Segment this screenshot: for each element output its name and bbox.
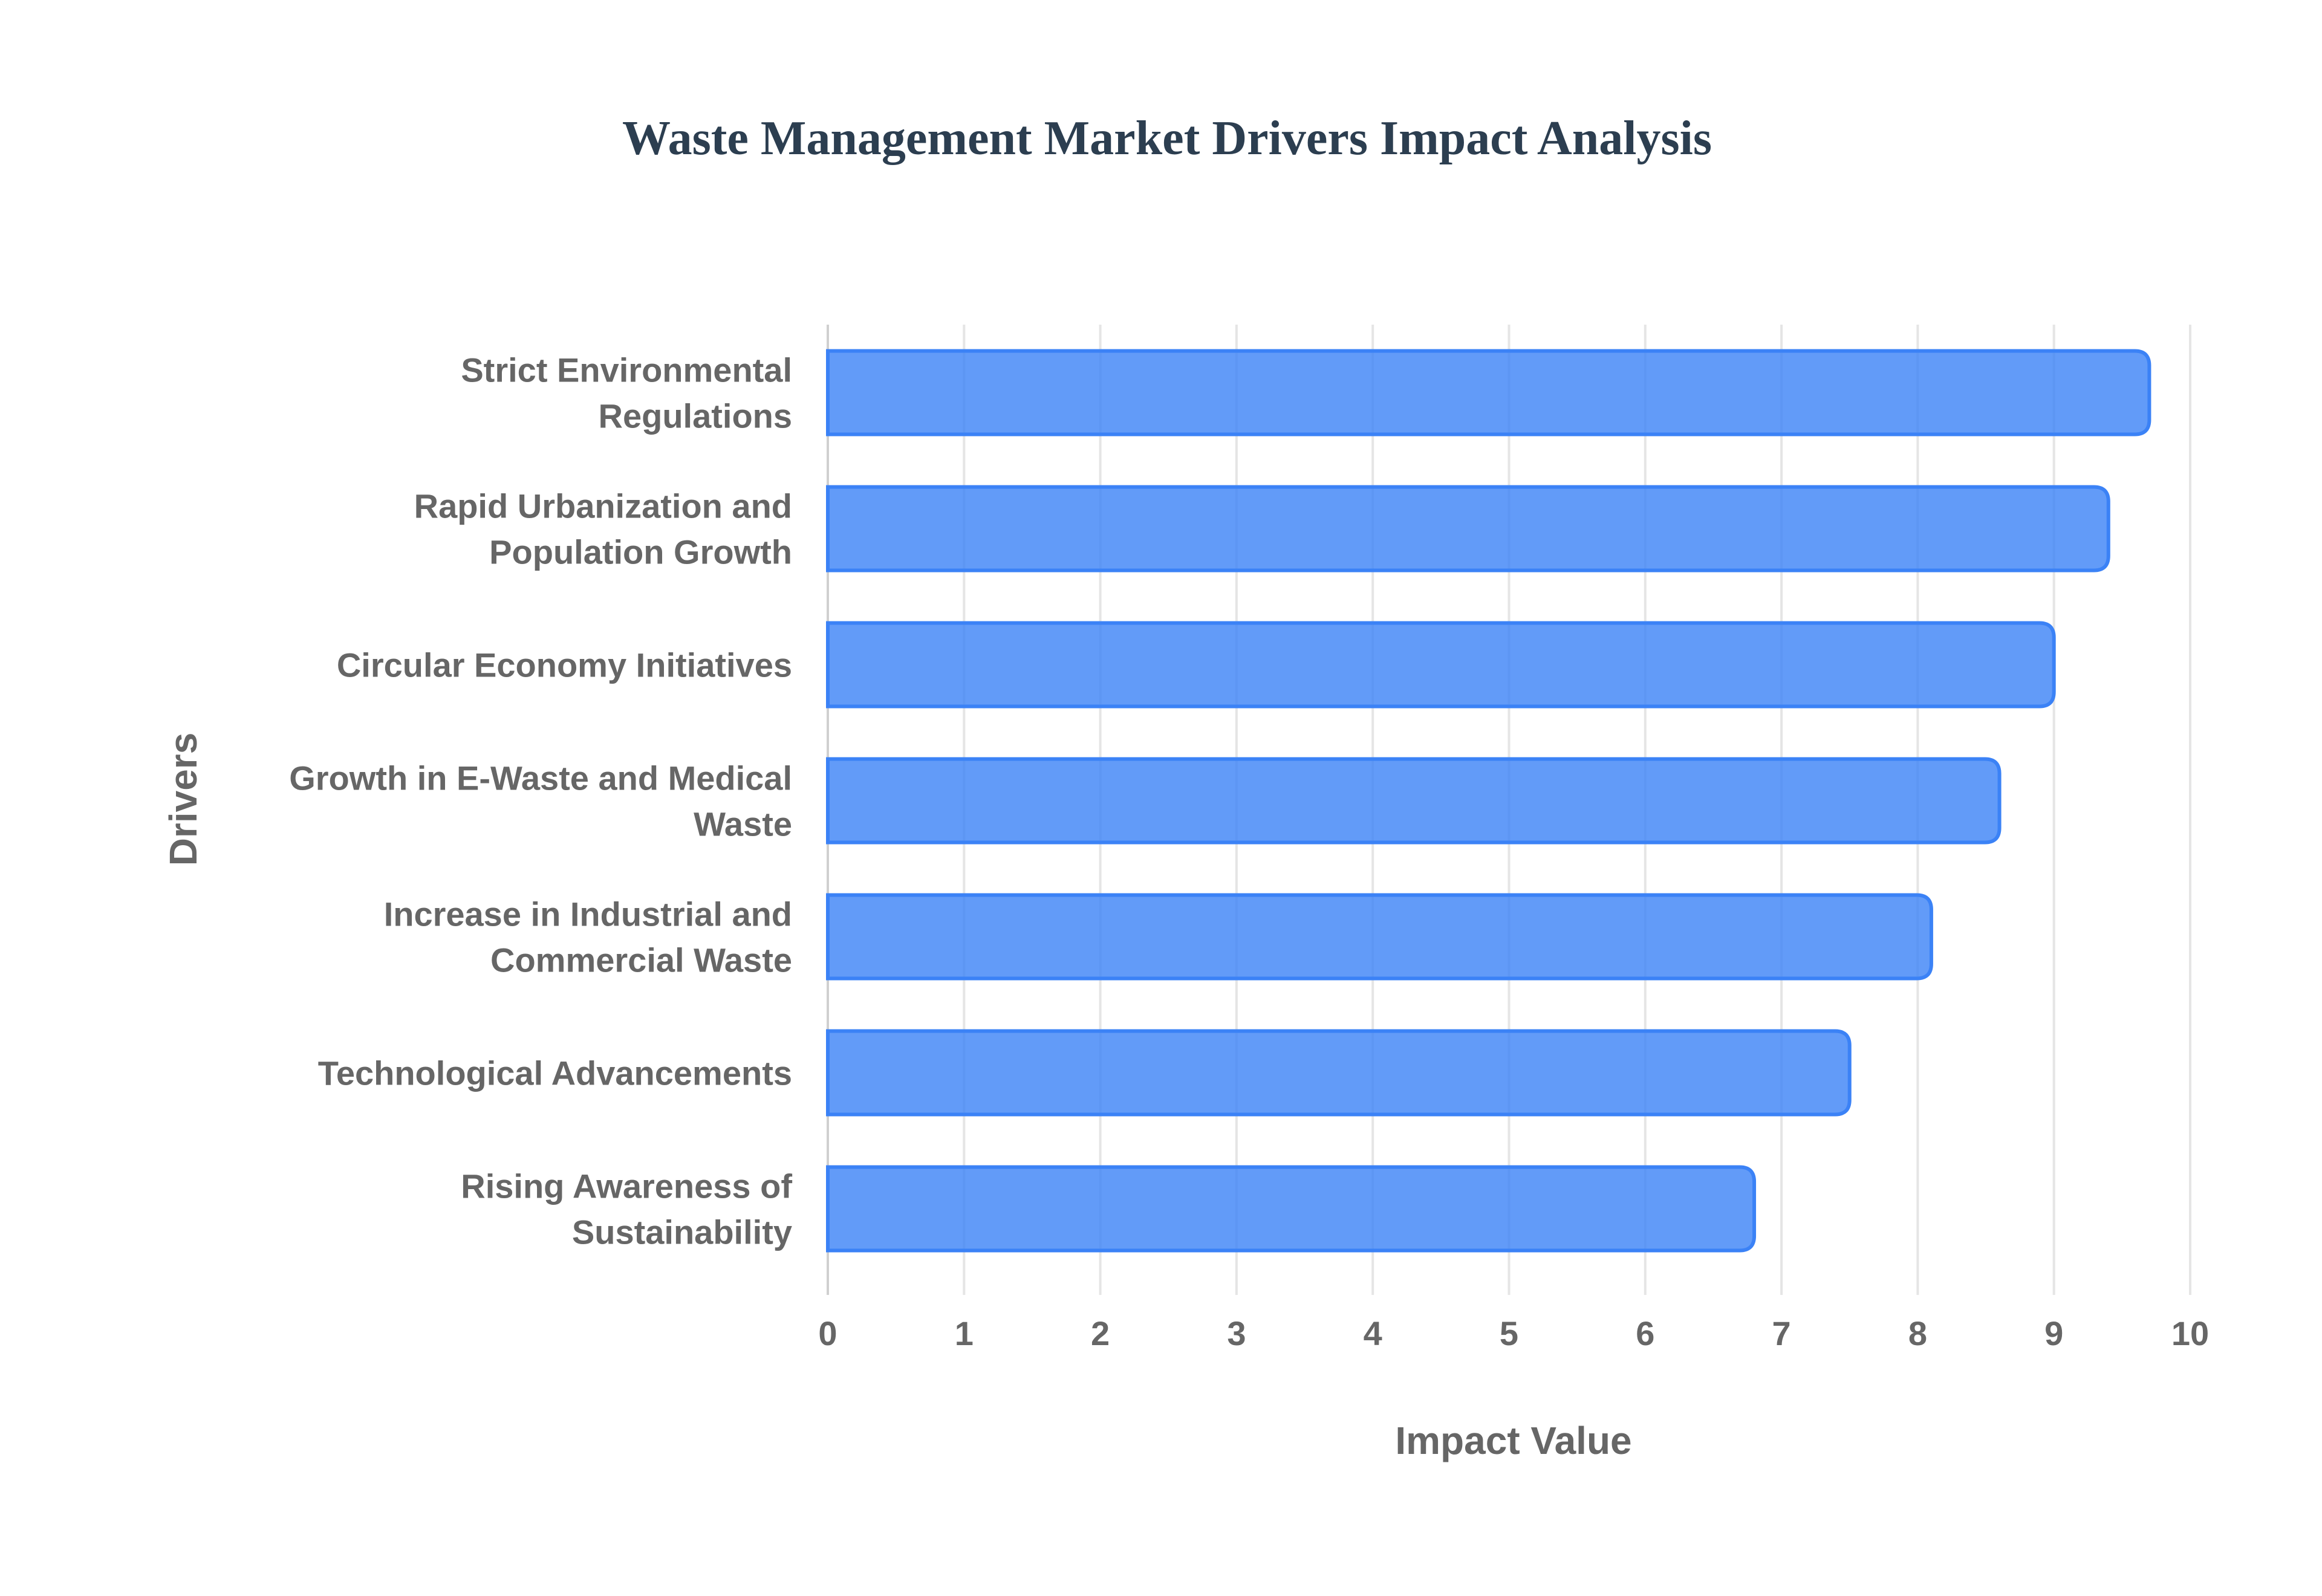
bar [826,1029,1852,1117]
category-label: Rapid Urbanization and Population Growth [414,487,792,571]
category-label-line: Increase in Industrial and [384,895,792,933]
x-tick-label: 0 [818,1314,837,1352]
bar [826,621,2056,709]
x-tick-label: 4 [1364,1314,1382,1352]
y-axis-title: Drivers [161,733,205,866]
bar [826,485,2110,573]
x-tick-label: 8 [1908,1314,1927,1352]
bars [826,349,2151,1253]
x-tick-label: 3 [1227,1314,1246,1352]
category-label-line: Rising Awareness of [461,1167,792,1205]
category-label-line: Sustainability [572,1213,792,1251]
x-tick-label: 6 [1636,1314,1654,1352]
category-label: Strict Environmental Regulations [461,351,792,435]
category-label: Rising Awareness of Sustainability [461,1167,792,1251]
category-label: Technological Advancements [318,1054,792,1092]
category-label-line: Population Growth [489,533,792,571]
chart-title: Waste Management Market Drivers Impact A… [622,112,1712,165]
category-label: Growth in E-Waste and Medical Waste [289,759,792,843]
x-axis-title: Impact Value [1395,1419,1631,1462]
x-tick-label: 10 [2171,1314,2209,1352]
x-tick-label: 7 [1772,1314,1791,1352]
x-tick-label: 5 [1500,1314,1518,1352]
category-label-line: Rapid Urbanization and [414,487,792,525]
x-tick-labels: 0 1 2 3 4 5 6 7 8 9 10 [818,1314,2209,1352]
category-label-line: Growth in E-Waste and Medical [289,759,792,797]
bar [826,349,2151,436]
category-label-line: Commercial Waste [490,941,792,979]
category-label-line: Circular Economy Initiatives [337,646,792,684]
x-tick-label: 2 [1091,1314,1110,1352]
bar [826,757,2002,845]
category-label-line: Waste [694,805,792,843]
x-tick-label: 9 [2044,1314,2063,1352]
category-label-line: Strict Environmental [461,351,792,389]
category-label: Increase in Industrial and Commercial Was… [384,895,792,979]
x-tick-label: 1 [955,1314,974,1352]
bar [826,1165,1757,1253]
category-labels: Strict Environmental Regulations Rapid Urb… [289,351,792,1251]
category-label-line: Regulations [599,397,792,435]
category-label-line: Technological Advancements [318,1054,792,1092]
category-label: Circular Economy Initiatives [337,646,792,684]
bar [826,893,1933,981]
